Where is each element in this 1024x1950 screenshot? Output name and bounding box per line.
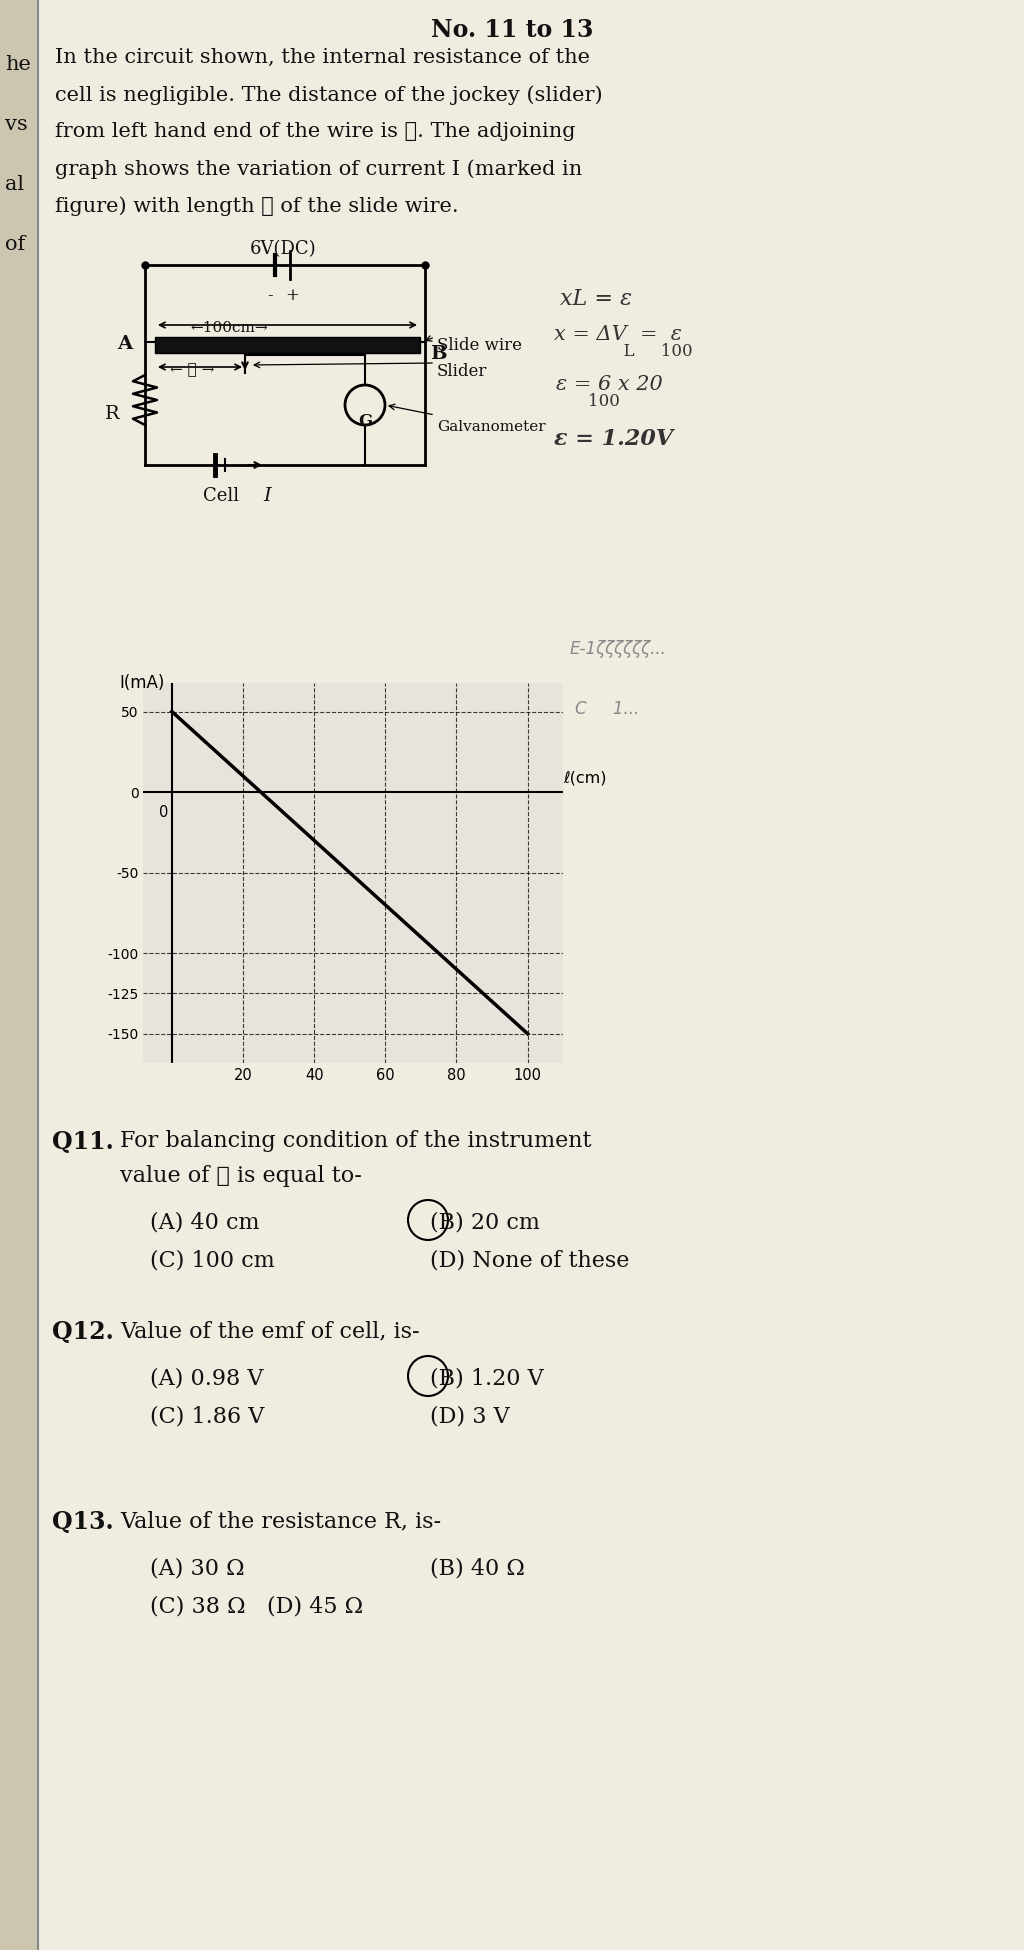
Bar [0, 0, 38, 1950]
Text: In the circuit shown, the internal resistance of the: In the circuit shown, the internal resis… [55, 49, 590, 66]
Text: B: B [430, 345, 446, 363]
Text: ε = 1.20V: ε = 1.20V [554, 427, 673, 450]
Text: (A) 30 Ω: (A) 30 Ω [150, 1558, 245, 1580]
Text: Slider: Slider [437, 363, 487, 380]
Text: (D) None of these: (D) None of these [430, 1250, 630, 1271]
Text: (A) 0.98 V: (A) 0.98 V [150, 1369, 263, 1390]
Text: graph shows the variation of current I (marked in: graph shows the variation of current I (… [55, 160, 583, 179]
Text: (B) 40 Ω: (B) 40 Ω [430, 1558, 525, 1580]
Text: For balancing condition of the instrument: For balancing condition of the instrumen… [120, 1129, 592, 1152]
Text: ← ℓ →: ← ℓ → [170, 363, 214, 376]
Text: Q11.: Q11. [52, 1129, 114, 1154]
Text: vs: vs [5, 115, 28, 135]
Text: xL = ε: xL = ε [560, 289, 632, 310]
Text: Q13.: Q13. [52, 1509, 114, 1535]
Text: (D) 3 V: (D) 3 V [430, 1406, 510, 1427]
Text: C     1...: C 1... [575, 700, 639, 718]
Text: figure) with length ℓ of the slide wire.: figure) with length ℓ of the slide wire. [55, 197, 459, 216]
Text: (C) 100 cm: (C) 100 cm [150, 1250, 274, 1271]
Text: (B) 20 cm: (B) 20 cm [430, 1213, 540, 1234]
Text: Galvanometer: Galvanometer [437, 419, 546, 435]
Text: ℓ(cm): ℓ(cm) [563, 770, 606, 786]
Text: ←100cm→: ←100cm→ [190, 322, 267, 335]
Text: 6V(DC): 6V(DC) [250, 240, 316, 257]
Text: cell is negligible. The distance of the jockey (slider): cell is negligible. The distance of the … [55, 86, 603, 105]
Text: (C) 38 Ω   (D) 45 Ω: (C) 38 Ω (D) 45 Ω [150, 1595, 364, 1618]
Text: +: + [285, 287, 299, 304]
Text: I(mA): I(mA) [120, 675, 165, 692]
Text: (A) 40 cm: (A) 40 cm [150, 1213, 259, 1234]
Text: No. 11 to 13: No. 11 to 13 [431, 18, 593, 43]
Text: 0: 0 [159, 805, 168, 819]
Text: Q12.: Q12. [52, 1320, 114, 1344]
Text: A: A [117, 335, 132, 353]
Text: Slide wire: Slide wire [437, 337, 522, 355]
Text: ε = ⁣⁣6⁣⁣ x 20: ε = ⁣⁣6⁣⁣ x 20 [556, 374, 663, 394]
Text: L     100: L 100 [592, 343, 692, 361]
Text: value of ℓ is equal to-: value of ℓ is equal to- [120, 1164, 361, 1188]
Circle shape [345, 384, 385, 425]
Text: -: - [267, 287, 272, 304]
Text: R: R [105, 406, 120, 423]
Text: of: of [5, 236, 26, 254]
Text: Cell: Cell [203, 488, 240, 505]
Text: al: al [5, 176, 25, 193]
Text: E-1ζζζζζζ...: E-1ζζζζζζ... [570, 640, 667, 657]
Text: x = ΔV  =  ε: x = ΔV = ε [554, 326, 682, 343]
Bar [155, 337, 420, 353]
Text: (B) 1.20 V: (B) 1.20 V [430, 1369, 544, 1390]
Text: Value of the emf of cell, is-: Value of the emf of cell, is- [120, 1320, 420, 1342]
Text: from left hand end of the wire is ℓ. The adjoining: from left hand end of the wire is ℓ. The… [55, 123, 575, 140]
Text: (C) 1.86 V: (C) 1.86 V [150, 1406, 264, 1427]
Text: I: I [263, 488, 270, 505]
Text: G: G [358, 413, 373, 431]
Text: Value of the resistance R, is-: Value of the resistance R, is- [120, 1509, 441, 1533]
Text: 100: 100 [567, 394, 620, 410]
Text: he: he [5, 55, 31, 74]
